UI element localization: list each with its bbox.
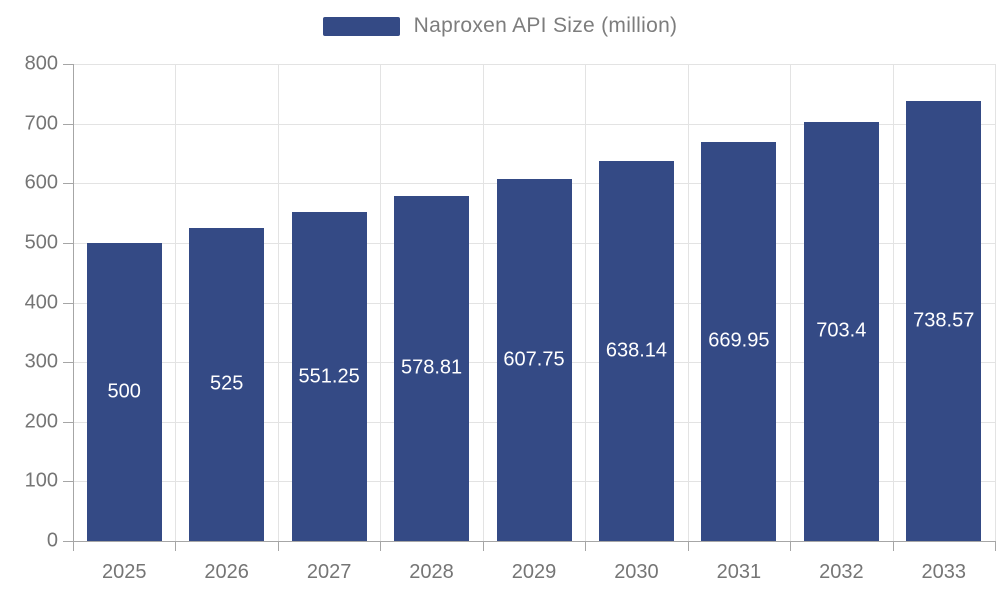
x-axis-tick xyxy=(380,541,382,551)
x-axis-tick xyxy=(892,541,894,551)
x-gridline xyxy=(892,64,894,541)
x-gridline xyxy=(380,64,382,541)
legend-label: Naproxen API Size (million) xyxy=(413,14,678,37)
bar[interactable]: 525 xyxy=(189,227,265,541)
x-gridline xyxy=(995,64,996,541)
bar-value-label: 525 xyxy=(209,372,244,395)
x-axis-tick-label: 2027 xyxy=(306,561,352,583)
x-gridline xyxy=(790,64,792,541)
y-axis-tick-label: 200 xyxy=(24,410,58,433)
bar-value-label: 738.57 xyxy=(913,309,975,332)
y-axis-tick-label: 700 xyxy=(24,112,58,135)
x-axis-tick-label: 2030 xyxy=(614,561,659,583)
y-axis-tick-label: 100 xyxy=(24,469,58,492)
y-axis-tick xyxy=(63,302,73,304)
legend[interactable]: Naproxen API Size (million) xyxy=(0,14,1000,38)
y-axis-tick xyxy=(63,421,73,423)
y-axis-tick-label: 600 xyxy=(24,171,58,194)
bar[interactable]: 500 xyxy=(86,242,162,541)
legend-swatch-icon xyxy=(322,16,400,36)
x-axis-tick xyxy=(995,541,996,551)
bar-value-label: 669.95 xyxy=(708,329,770,352)
y-gridline xyxy=(73,123,995,125)
y-axis-tick xyxy=(63,64,73,65)
y-axis-tick xyxy=(63,123,73,125)
bar-value-label: 500 xyxy=(107,380,141,403)
y-axis-tick xyxy=(63,362,73,364)
x-axis-line xyxy=(73,541,995,542)
x-axis-tick-label: 2028 xyxy=(409,561,454,583)
x-axis-tick xyxy=(175,541,177,551)
y-axis-tick-label: 400 xyxy=(24,291,58,313)
x-axis-tick-label: 2029 xyxy=(511,561,557,583)
bar-value-label: 703.4 xyxy=(816,319,867,342)
x-axis-tick xyxy=(790,541,792,551)
y-axis-tick-label: 800 xyxy=(24,52,58,75)
x-gridline xyxy=(687,64,689,541)
y-axis-line xyxy=(73,64,74,541)
bar[interactable]: 703.4 xyxy=(803,121,879,541)
x-gridline xyxy=(482,64,484,541)
bar[interactable]: 607.75 xyxy=(496,178,572,541)
x-gridline xyxy=(585,64,587,541)
x-axis-tick xyxy=(482,541,484,551)
bar[interactable]: 669.95 xyxy=(701,141,777,541)
x-axis-tick xyxy=(277,541,279,551)
x-axis-tick xyxy=(585,541,587,551)
x-axis-tick xyxy=(73,541,74,551)
x-axis-tick-label: 2025 xyxy=(101,561,147,583)
y-axis-tick xyxy=(63,183,73,185)
y-gridline xyxy=(73,64,995,65)
x-gridline xyxy=(175,64,177,541)
bar[interactable]: 578.81 xyxy=(394,195,470,541)
bar-value-label: 607.75 xyxy=(503,348,565,371)
x-axis-tick-label: 2033 xyxy=(921,561,967,583)
y-axis-tick-label: 300 xyxy=(24,350,58,373)
x-axis-tick-label: 2032 xyxy=(819,561,864,583)
x-axis-tick xyxy=(687,541,689,551)
x-axis-tick-label: 2026 xyxy=(204,561,249,583)
bar[interactable]: 738.57 xyxy=(906,100,982,541)
y-axis-tick xyxy=(63,242,73,244)
y-axis-tick-label: 0 xyxy=(46,529,58,552)
bar-value-label: 578.81 xyxy=(400,356,463,379)
y-axis-tick-label: 500 xyxy=(24,231,58,254)
bar[interactable]: 551.25 xyxy=(291,212,367,541)
bar-value-label: 638.14 xyxy=(605,339,668,362)
bar-value-label: 551.25 xyxy=(298,365,360,388)
bar[interactable]: 638.14 xyxy=(598,160,674,541)
x-gridline xyxy=(277,64,279,541)
x-axis-tick-label: 2031 xyxy=(716,561,762,583)
y-axis-tick xyxy=(63,481,73,483)
y-axis-tick xyxy=(63,541,73,542)
